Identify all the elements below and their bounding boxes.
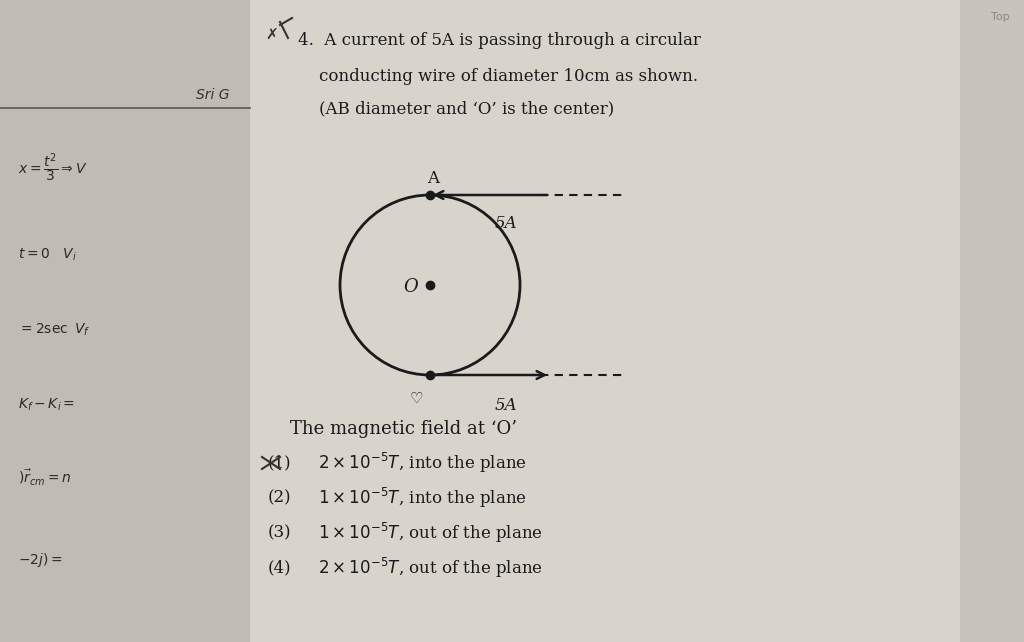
Text: ✗: ✗ xyxy=(265,28,278,43)
Text: $=2\sec\ V_f$: $=2\sec\ V_f$ xyxy=(18,322,90,338)
Text: $-2j)=$: $-2j)=$ xyxy=(18,551,62,569)
Text: ♡: ♡ xyxy=(410,391,423,406)
Text: $)\vec{r}_{cm}=n$: $)\vec{r}_{cm}=n$ xyxy=(18,468,72,488)
Bar xyxy=(0,0,250,642)
Text: 5A: 5A xyxy=(495,214,517,232)
Text: $2\times10^{-5}T$, out of the plane: $2\times10^{-5}T$, out of the plane xyxy=(318,556,543,580)
Text: O: O xyxy=(403,278,418,296)
Text: (1): (1) xyxy=(268,455,292,471)
Text: conducting wire of diameter 10cm as shown.: conducting wire of diameter 10cm as show… xyxy=(298,68,698,85)
Text: (AB diameter and ‘O’ is the center): (AB diameter and ‘O’ is the center) xyxy=(298,100,614,117)
Text: (2): (2) xyxy=(268,489,292,507)
Bar xyxy=(250,0,1024,642)
Text: Top: Top xyxy=(991,12,1010,22)
Text: A: A xyxy=(427,170,439,187)
Text: 4.  A current of 5A is passing through a circular: 4. A current of 5A is passing through a … xyxy=(298,32,700,49)
Text: $1\times10^{-5}T$, into the plane: $1\times10^{-5}T$, into the plane xyxy=(318,486,526,510)
Text: $K_f-K_i=$: $K_f-K_i=$ xyxy=(18,397,75,413)
Text: $x=\dfrac{t^2}{3}\Rightarrow V$: $x=\dfrac{t^2}{3}\Rightarrow V$ xyxy=(18,152,88,184)
Text: The magnetic field at ‘O’: The magnetic field at ‘O’ xyxy=(290,420,517,438)
Text: 5A: 5A xyxy=(495,397,517,414)
Text: (3): (3) xyxy=(268,525,292,541)
Text: $2\times10^{-5}T$, into the plane: $2\times10^{-5}T$, into the plane xyxy=(318,451,526,475)
Bar xyxy=(961,0,1024,642)
Text: $1\times10^{-5}T$, out of the plane: $1\times10^{-5}T$, out of the plane xyxy=(318,521,543,545)
Text: (4): (4) xyxy=(268,559,292,577)
Text: Sri G: Sri G xyxy=(197,88,230,102)
Text: $t=0\quad V_i$: $t=0\quad V_i$ xyxy=(18,247,77,263)
